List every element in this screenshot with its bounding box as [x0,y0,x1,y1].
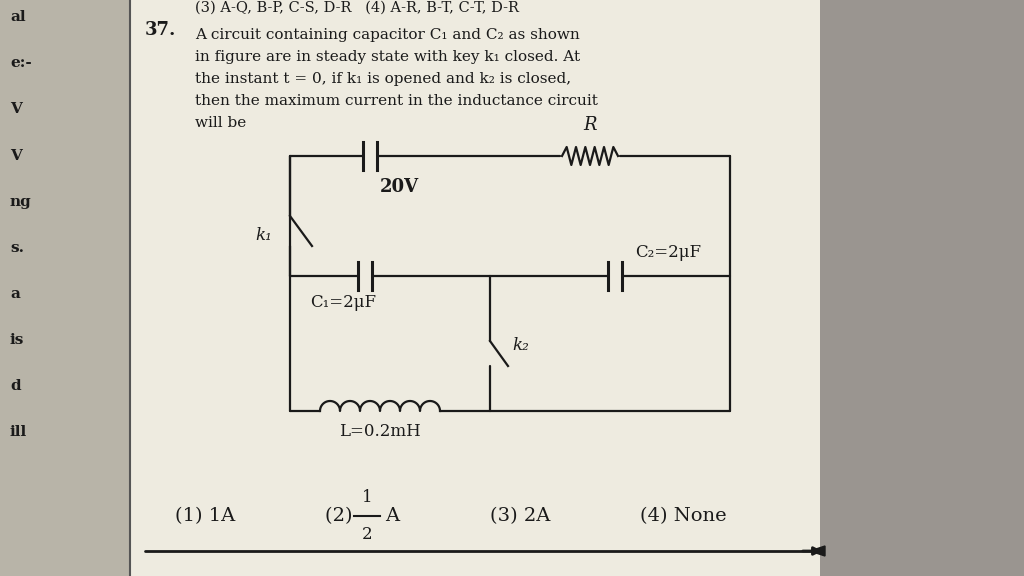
Text: A circuit containing capacitor C₁ and C₂ as shown: A circuit containing capacitor C₁ and C₂… [195,28,580,42]
Text: C₁=2μF: C₁=2μF [310,294,376,311]
Polygon shape [810,546,825,556]
Text: V: V [10,103,22,116]
Text: V: V [10,149,22,162]
Text: (3) A-Q, B-P, C-S, D-R   (4) A-R, B-T, C-T, D-R: (3) A-Q, B-P, C-S, D-R (4) A-R, B-T, C-T… [195,1,519,15]
Text: A: A [385,507,399,525]
Text: 20V: 20V [380,178,419,196]
Text: will be: will be [195,116,246,130]
Text: d: d [10,379,20,393]
Text: ill: ill [10,425,28,439]
Polygon shape [0,0,130,576]
Text: ng: ng [10,195,32,209]
Text: then the maximum current in the inductance circuit: then the maximum current in the inductan… [195,94,598,108]
Text: (3) 2A: (3) 2A [490,507,550,525]
Text: 1: 1 [361,489,373,506]
Text: in figure are in steady state with key k₁ closed. At: in figure are in steady state with key k… [195,50,581,64]
Text: s.: s. [10,241,24,255]
Text: (4) None: (4) None [640,507,727,525]
Text: (2): (2) [325,507,358,525]
Polygon shape [130,0,870,576]
Text: is: is [10,333,25,347]
Polygon shape [820,0,1024,576]
Text: a: a [10,287,19,301]
Text: the instant t = 0, if k₁ is opened and k₂ is closed,: the instant t = 0, if k₁ is opened and k… [195,72,571,86]
Text: 2: 2 [361,526,373,543]
Text: al: al [10,10,26,24]
Text: R: R [584,116,597,134]
Text: k₁: k₁ [255,228,272,244]
Text: (1) 1A: (1) 1A [175,507,236,525]
Text: e:-: e:- [10,56,32,70]
Text: L=0.2mH: L=0.2mH [339,423,421,440]
Text: 37.: 37. [145,21,176,39]
Text: k₂: k₂ [512,338,528,354]
Text: C₂=2μF: C₂=2μF [635,244,701,261]
